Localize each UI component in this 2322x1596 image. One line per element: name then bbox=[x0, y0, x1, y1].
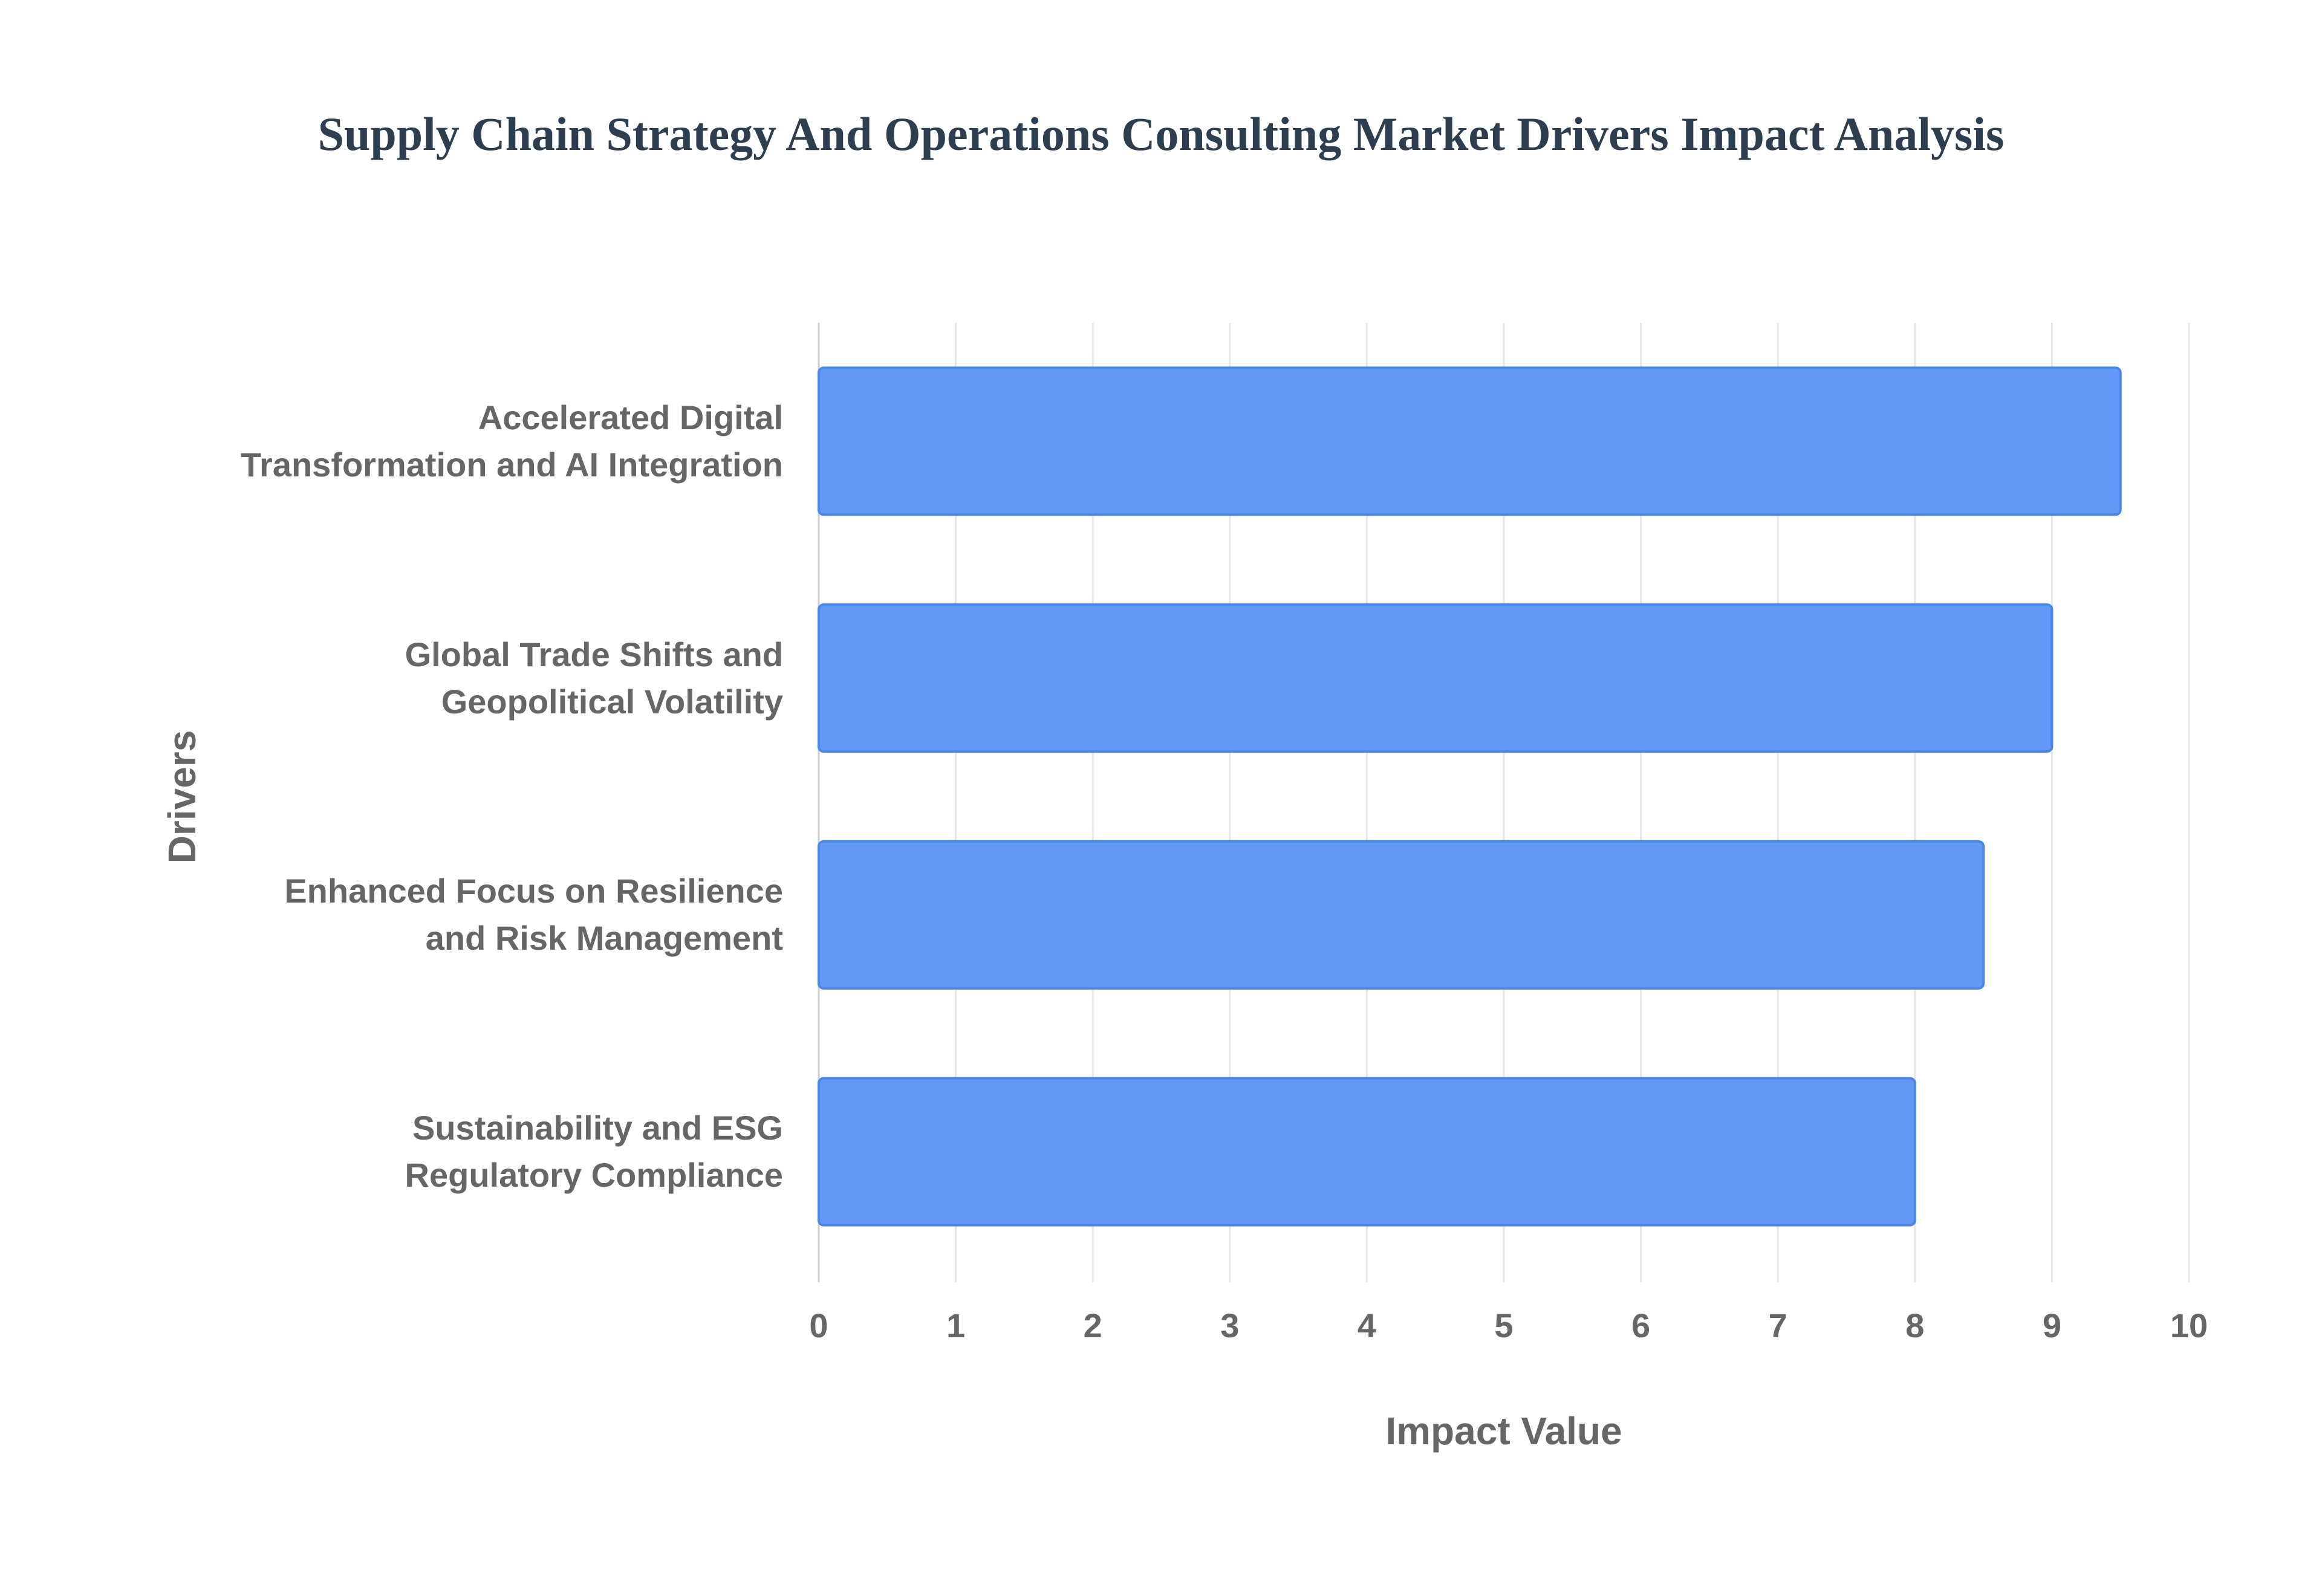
y-tick-label: Sustainability and ESG Regulatory Compli… bbox=[405, 1109, 783, 1195]
x-tick-label: 8 bbox=[1905, 1306, 1924, 1345]
chart-title: Supply Chain Strategy And Operations Con… bbox=[318, 108, 2005, 160]
y-tick-label: Global Trade Shifts and Geopolitical Vol… bbox=[405, 635, 783, 721]
y-tick-label: Enhanced Focus on Resilience and Risk Ma… bbox=[284, 872, 783, 958]
x-tick-label: 3 bbox=[1220, 1306, 1239, 1345]
x-tick-label: 0 bbox=[809, 1306, 828, 1345]
x-tick-label: 9 bbox=[2043, 1306, 2061, 1345]
y-tick-label: Accelerated Digital Transformation and A… bbox=[240, 398, 783, 484]
x-tick-label: 10 bbox=[2170, 1306, 2208, 1345]
x-tick-label: 5 bbox=[1494, 1306, 1513, 1345]
bar bbox=[818, 603, 2054, 753]
x-tick-label: 2 bbox=[1084, 1306, 1102, 1345]
x-tick-label: 4 bbox=[1358, 1306, 1376, 1345]
bar bbox=[818, 1077, 1916, 1227]
bar bbox=[818, 840, 1985, 990]
x-tick-label: 1 bbox=[946, 1306, 965, 1345]
x-tick-label: 7 bbox=[1769, 1306, 1787, 1345]
x-axis-title: Impact Value bbox=[1385, 1409, 1622, 1453]
bar bbox=[818, 366, 2122, 516]
y-axis-title: Drivers bbox=[160, 730, 204, 864]
x-tick-label: 6 bbox=[1631, 1306, 1650, 1345]
